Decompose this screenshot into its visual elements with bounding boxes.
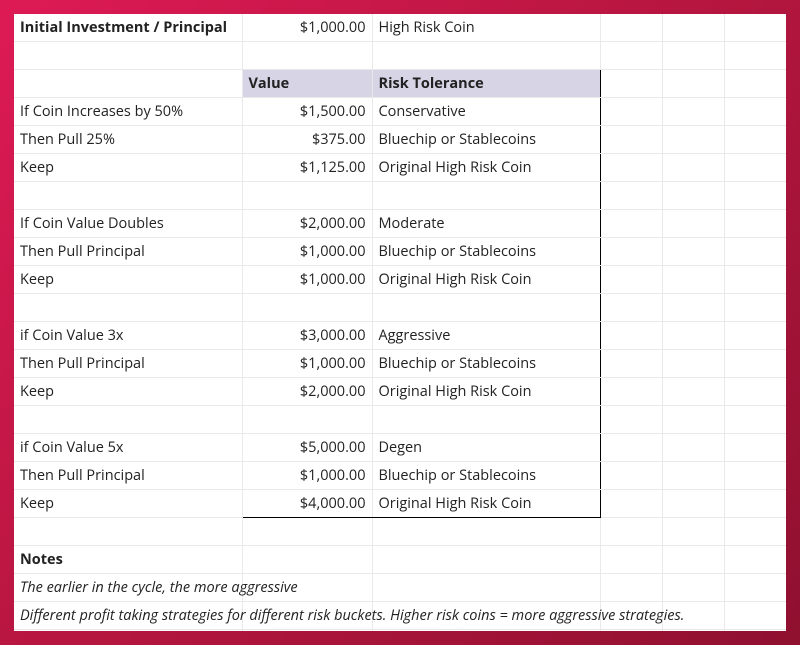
notes-heading-row: Notes bbox=[14, 546, 786, 574]
scenario-keep-risk: Original High Risk Coin bbox=[372, 266, 600, 294]
scenario-if-label: If Coin Value Doubles bbox=[14, 210, 242, 238]
header-row: Value Risk Tolerance bbox=[14, 70, 786, 98]
scenario-pull-risk: Bluechip or Stablecoins bbox=[372, 126, 600, 154]
scenario-row: Then Pull Principal $1,000.00 Bluechip o… bbox=[14, 462, 786, 490]
scenario-pull-value: $1,000.00 bbox=[242, 462, 372, 490]
scenario-pull-risk: Bluechip or Stablecoins bbox=[372, 350, 600, 378]
scenario-if-value: $1,500.00 bbox=[242, 98, 372, 126]
scenario-row: If Coin Increases by 50% $1,500.00 Conse… bbox=[14, 98, 786, 126]
principal-label: Initial Investment / Principal bbox=[14, 14, 242, 42]
note-line: Different profit taking strategies for d… bbox=[14, 602, 242, 630]
scenario-pull-value: $1,000.00 bbox=[242, 350, 372, 378]
spreadsheet: Initial Investment / Principal $1,000.00… bbox=[14, 14, 786, 631]
gradient-frame: Initial Investment / Principal $1,000.00… bbox=[0, 0, 800, 645]
scenario-keep-label: Keep bbox=[14, 490, 242, 518]
scenario-keep-label: Keep bbox=[14, 154, 242, 182]
scenario-row: If Coin Value Doubles $2,000.00 Moderate bbox=[14, 210, 786, 238]
principal-row: Initial Investment / Principal $1,000.00… bbox=[14, 14, 786, 42]
principal-value: $1,000.00 bbox=[242, 14, 372, 42]
scenario-keep-label: Keep bbox=[14, 378, 242, 406]
notes-heading: Notes bbox=[14, 546, 242, 574]
col-risk-header: Risk Tolerance bbox=[372, 70, 600, 98]
scenario-pull-label: Then Pull Principal bbox=[14, 350, 242, 378]
scenario-row: Keep $1,125.00 Original High Risk Coin bbox=[14, 154, 786, 182]
scenario-if-risk: Moderate bbox=[372, 210, 600, 238]
scenario-pull-label: Then Pull Principal bbox=[14, 238, 242, 266]
scenario-row: Then Pull Principal $1,000.00 Bluechip o… bbox=[14, 350, 786, 378]
scenario-keep-risk: Original High Risk Coin bbox=[372, 154, 600, 182]
principal-risk: High Risk Coin bbox=[372, 14, 600, 42]
empty-row bbox=[14, 518, 786, 546]
scenario-row: if Coin Value 5x $5,000.00 Degen bbox=[14, 434, 786, 462]
scenario-if-risk: Aggressive bbox=[372, 322, 600, 350]
scenario-keep-risk: Original High Risk Coin bbox=[372, 490, 600, 518]
empty-row bbox=[14, 406, 786, 434]
scenario-if-label: If Coin Increases by 50% bbox=[14, 98, 242, 126]
scenario-keep-value: $2,000.00 bbox=[242, 378, 372, 406]
scenario-pull-label: Then Pull 25% bbox=[14, 126, 242, 154]
scenario-keep-label: Keep bbox=[14, 266, 242, 294]
scenario-keep-risk: Original High Risk Coin bbox=[372, 378, 600, 406]
data-table: Initial Investment / Principal $1,000.00… bbox=[14, 14, 786, 631]
scenario-keep-value: $4,000.00 bbox=[242, 490, 372, 518]
scenario-row: Keep $2,000.00 Original High Risk Coin bbox=[14, 378, 786, 406]
scenario-keep-value: $1,000.00 bbox=[242, 266, 372, 294]
scenario-if-value: $3,000.00 bbox=[242, 322, 372, 350]
scenario-if-value: $5,000.00 bbox=[242, 434, 372, 462]
scenario-pull-risk: Bluechip or Stablecoins bbox=[372, 238, 600, 266]
scenario-pull-risk: Bluechip or Stablecoins bbox=[372, 462, 600, 490]
empty-row bbox=[14, 42, 786, 70]
note-row: Taking profits and putting them into oth… bbox=[14, 630, 786, 632]
scenario-row: Then Pull Principal $1,000.00 Bluechip o… bbox=[14, 238, 786, 266]
empty-row bbox=[14, 182, 786, 210]
scenario-row: Keep $1,000.00 Original High Risk Coin bbox=[14, 266, 786, 294]
scenario-row: Then Pull 25% $375.00 Bluechip or Stable… bbox=[14, 126, 786, 154]
scenario-pull-value: $375.00 bbox=[242, 126, 372, 154]
scenario-if-value: $2,000.00 bbox=[242, 210, 372, 238]
scenario-if-risk: Degen bbox=[372, 434, 600, 462]
scenario-row: Keep $4,000.00 Original High Risk Coin bbox=[14, 490, 786, 518]
note-row: Different profit taking strategies for d… bbox=[14, 602, 786, 630]
scenario-keep-value: $1,125.00 bbox=[242, 154, 372, 182]
col-value-header: Value bbox=[242, 70, 372, 98]
scenario-if-label: if Coin Value 5x bbox=[14, 434, 242, 462]
empty-row bbox=[14, 294, 786, 322]
scenario-if-risk: Conservative bbox=[372, 98, 600, 126]
scenario-pull-value: $1,000.00 bbox=[242, 238, 372, 266]
note-line: The earlier in the cycle, the more aggre… bbox=[14, 574, 242, 602]
scenario-row: if Coin Value 3x $3,000.00 Aggressive bbox=[14, 322, 786, 350]
scenario-if-label: if Coin Value 3x bbox=[14, 322, 242, 350]
scenario-pull-label: Then Pull Principal bbox=[14, 462, 242, 490]
note-line: Taking profits and putting them into oth… bbox=[14, 630, 242, 632]
note-row: The earlier in the cycle, the more aggre… bbox=[14, 574, 786, 602]
